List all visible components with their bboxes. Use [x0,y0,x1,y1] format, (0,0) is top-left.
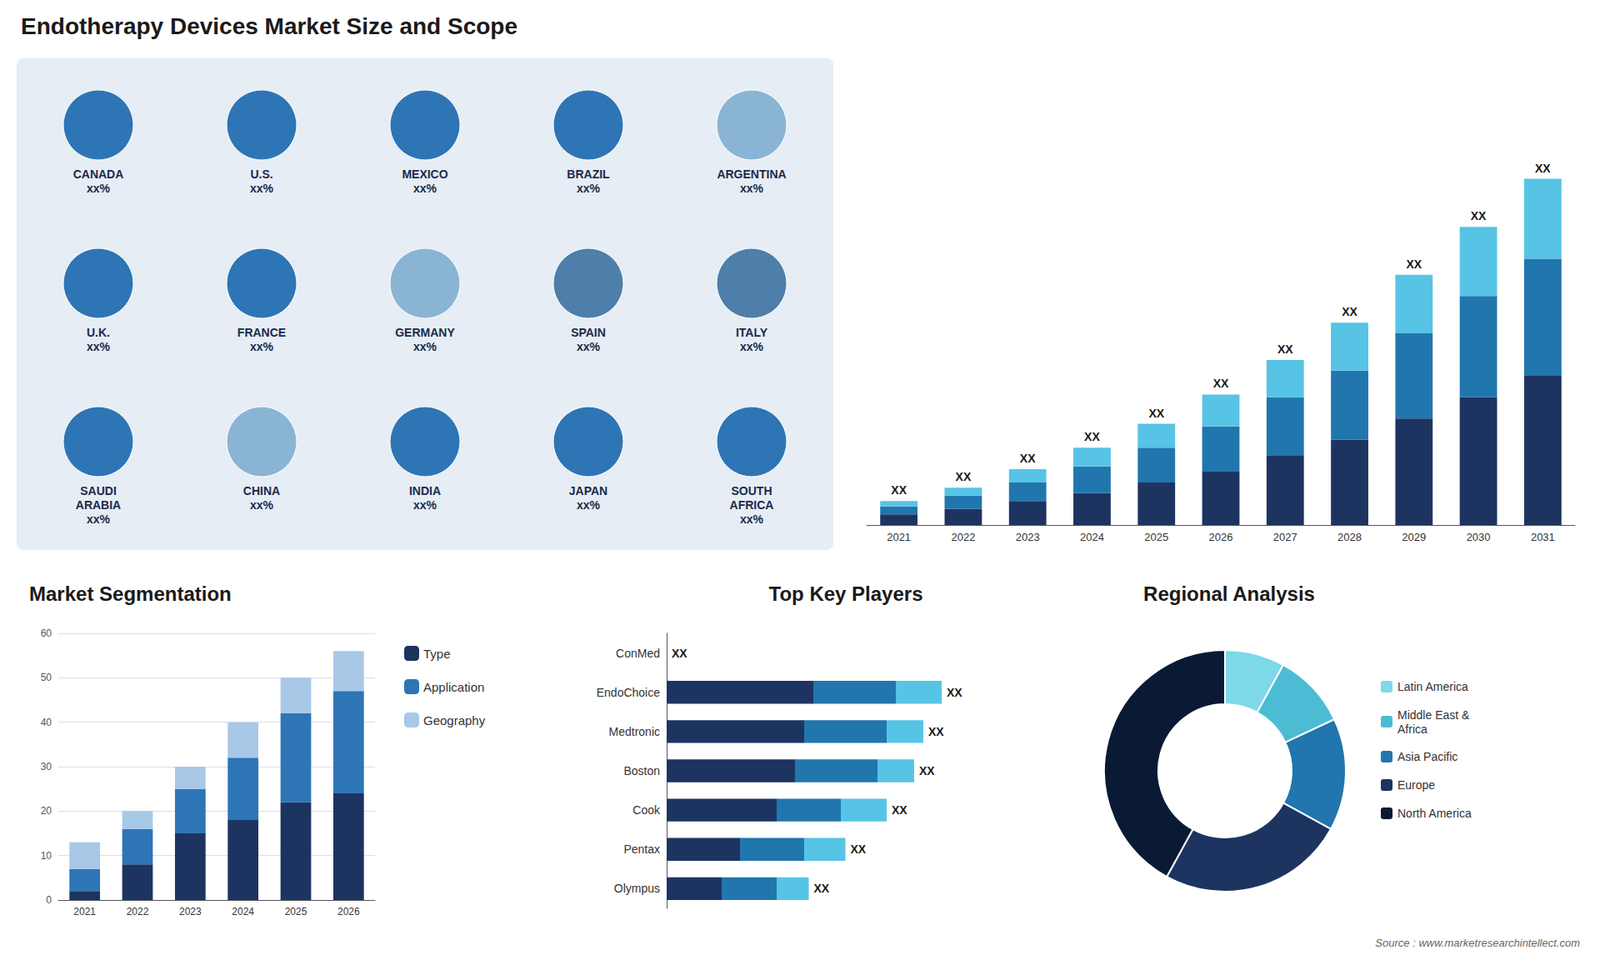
svg-text:SOUTH: SOUTH [731,484,773,498]
svg-text:BRAZIL: BRAZIL [566,167,610,181]
svg-text:50: 50 [40,671,53,684]
svg-text:xx%: xx% [86,340,111,354]
svg-text:xx%: xx% [86,181,111,195]
svg-text:XX: XX [1341,305,1358,319]
svg-text:U.K.: U.K. [86,325,110,340]
svg-text:Pentax: Pentax [623,842,660,856]
svg-text:XX: XX [946,685,963,700]
svg-text:20: 20 [40,805,53,817]
svg-text:XX: XX [890,483,907,497]
svg-text:XX: XX [1148,406,1165,420]
svg-text:2030: 2030 [1466,530,1491,544]
svg-text:Endotherapy Devices Market Siz: Endotherapy Devices Market Size and Scop… [20,13,518,40]
svg-text:CANADA: CANADA [73,167,125,181]
svg-text:30: 30 [40,760,53,773]
svg-text:2021: 2021 [73,905,96,918]
svg-text:North America: North America [1397,806,1472,820]
svg-text:Top Key Players: Top Key Players [769,582,924,605]
svg-text:xx%: xx% [413,181,438,195]
svg-text:2026: 2026 [337,905,360,918]
svg-text:Market Segmentation: Market Segmentation [29,582,232,605]
svg-text:xx%: xx% [250,498,275,512]
svg-text:AFRICA: AFRICA [730,498,775,512]
svg-text:ARABIA: ARABIA [75,498,121,512]
svg-text:SAUDI: SAUDI [80,484,117,498]
svg-text:Africa: Africa [1397,722,1428,736]
svg-text:xx%: xx% [86,512,111,526]
svg-text:XX: XX [1535,161,1551,175]
svg-text:ARGENTINA: ARGENTINA [716,167,786,181]
svg-text:60: 60 [40,627,53,640]
svg-text:XX: XX [1405,257,1422,271]
svg-text:2026: 2026 [1209,530,1234,544]
svg-text:Geography: Geography [423,713,486,728]
svg-text:2022: 2022 [126,905,150,918]
svg-text:2025: 2025 [1144,530,1169,544]
svg-text:xx%: xx% [576,498,601,512]
svg-text:XX: XX [891,803,908,817]
svg-text:2029: 2029 [1401,530,1426,544]
svg-text:Application: Application [423,680,485,695]
svg-text:Medtronic: Medtronic [609,725,660,739]
svg-text:10: 10 [40,850,53,862]
svg-text:xx%: xx% [250,340,275,354]
svg-text:XX: XX [1084,430,1100,444]
svg-text:2022: 2022 [950,530,975,544]
svg-text:2023: 2023 [179,905,202,918]
svg-text:EndoChoice: EndoChoice [596,685,660,700]
svg-text:XX: XX [955,470,972,484]
svg-text:xx%: xx% [740,340,765,354]
svg-text:XX: XX [1020,451,1036,465]
svg-text:xx%: xx% [740,512,765,526]
svg-text:Middle East &: Middle East & [1397,708,1470,722]
svg-text:FRANCE: FRANCE [237,325,286,340]
svg-text:JAPAN: JAPAN [569,484,608,498]
svg-text:2024: 2024 [1080,530,1105,544]
svg-text:XX: XX [1213,376,1230,390]
svg-text:xx%: xx% [740,181,765,195]
svg-text:2031: 2031 [1530,530,1555,544]
svg-text:xx%: xx% [413,498,438,512]
svg-text:2028: 2028 [1337,530,1362,544]
svg-text:XX: XX [919,764,935,778]
svg-text:MEXICO: MEXICO [401,167,448,181]
svg-text:INDIA: INDIA [409,484,441,498]
svg-text:CHINA: CHINA [243,484,280,498]
svg-text:XX: XX [1277,342,1294,356]
svg-text:2027: 2027 [1273,530,1298,544]
svg-text:xx%: xx% [250,181,275,195]
svg-text:Regional Analysis: Regional Analysis [1143,582,1315,605]
svg-text:Latin America: Latin America [1397,680,1469,694]
svg-text:XX: XX [814,881,830,895]
svg-text:XX: XX [928,725,945,739]
svg-text:xx%: xx% [576,340,601,354]
svg-text:XX: XX [850,842,867,856]
svg-text:2025: 2025 [285,905,308,918]
svg-text:2024: 2024 [231,905,255,918]
svg-text:40: 40 [40,716,53,729]
svg-text:Asia Pacific: Asia Pacific [1397,750,1458,764]
svg-text:xx%: xx% [576,181,601,195]
svg-text:ConMed: ConMed [615,646,660,660]
svg-text:Source : www.marketresearchint: Source : www.marketresearchintellect.com [1375,936,1580,950]
svg-text:Cook: Cook [632,803,661,817]
svg-text:Olympus: Olympus [614,881,660,895]
svg-text:Boston: Boston [623,764,660,778]
svg-text:GERMANY: GERMANY [395,325,455,340]
svg-text:XX: XX [1470,209,1487,223]
svg-text:SPAIN: SPAIN [570,325,606,340]
svg-text:U.S.: U.S. [250,167,273,181]
svg-text:2023: 2023 [1015,530,1040,544]
svg-text:xx%: xx% [413,340,438,354]
svg-text:2021: 2021 [886,530,911,544]
svg-text:0: 0 [45,894,52,906]
svg-text:ITALY: ITALY [735,325,769,340]
svg-text:XX: XX [671,646,688,660]
svg-text:Europe: Europe [1397,778,1435,792]
svg-text:Type: Type [423,646,451,661]
